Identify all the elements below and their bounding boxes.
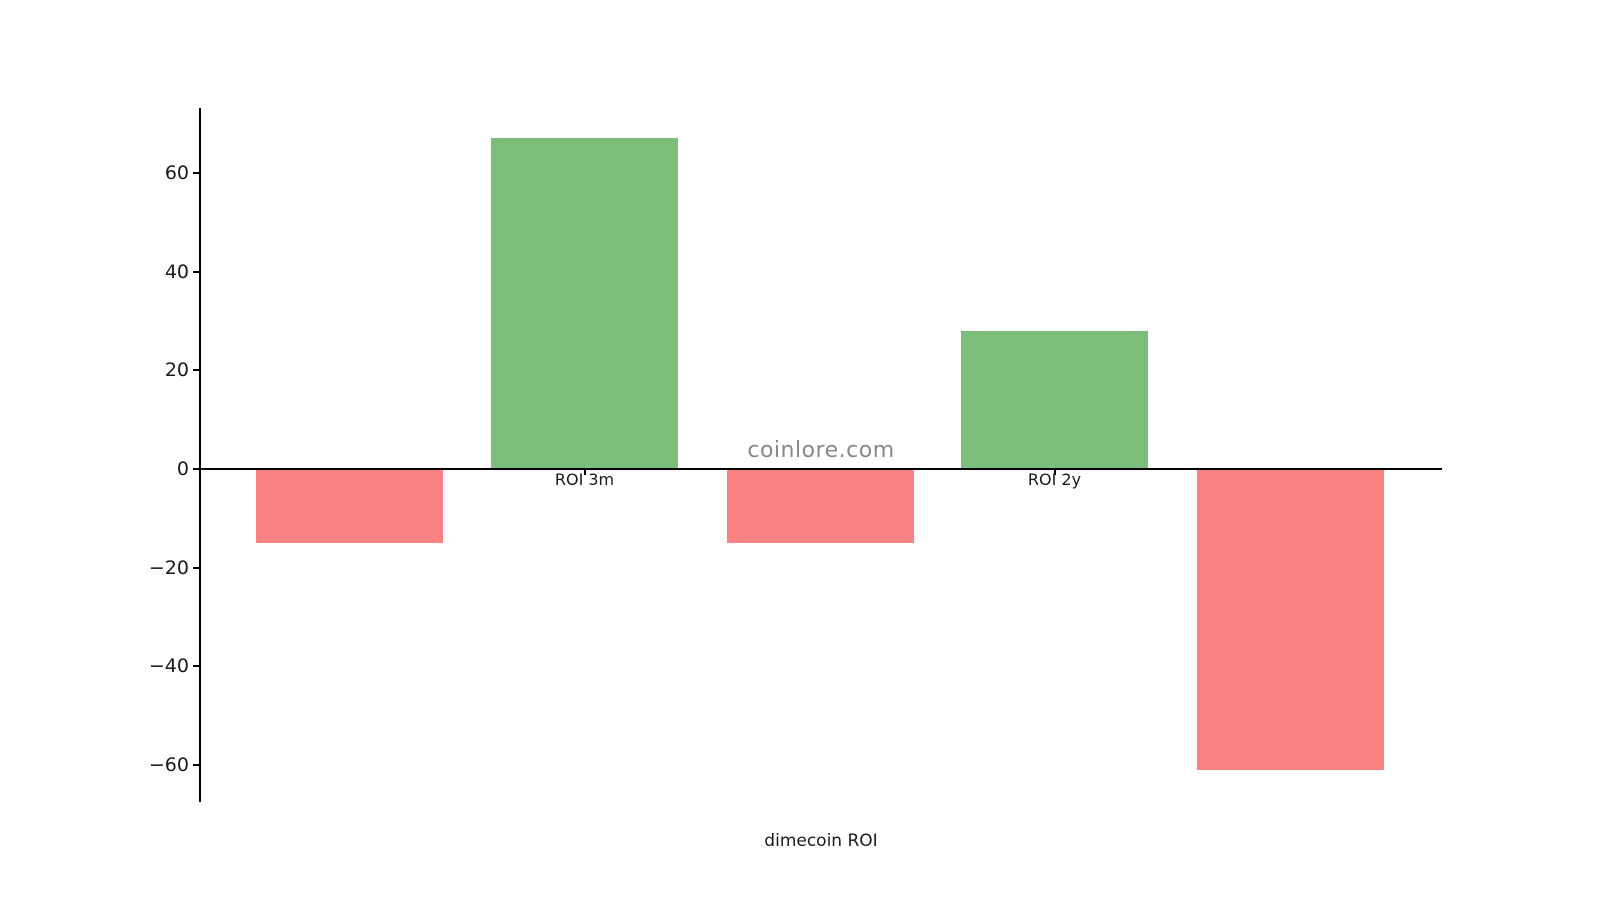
y-tick-label: −60 <box>148 753 189 776</box>
x-axis-zero-line <box>200 468 1442 470</box>
y-tick-label: 20 <box>164 359 189 382</box>
y-tick-mark <box>193 369 200 372</box>
y-tick-mark <box>193 763 200 766</box>
y-tick-label: 40 <box>164 260 189 283</box>
y-tick-label: 60 <box>164 162 189 185</box>
x-tick-mark <box>1053 469 1056 475</box>
bar-category-1 <box>255 469 443 543</box>
x-tick-label: ROI 3m <box>554 470 615 489</box>
y-tick-mark <box>193 172 200 175</box>
y-tick-mark <box>193 665 200 668</box>
y-tick-mark <box>193 566 200 569</box>
bar-category-5 <box>1196 469 1384 770</box>
y-tick-label: −20 <box>148 556 189 579</box>
bar-roi-2y <box>961 330 1148 469</box>
y-tick-label: 0 <box>176 458 189 480</box>
x-tick-mark <box>583 469 586 475</box>
bar-roi-3m <box>491 138 678 469</box>
y-tick-label: −40 <box>148 655 189 678</box>
y-tick-mark <box>193 270 200 273</box>
y-tick-mark <box>193 468 200 470</box>
y-axis-line <box>199 108 201 802</box>
watermark-text: coinlore.com <box>747 438 895 463</box>
x-axis-title: dimecoin ROI <box>764 831 878 851</box>
bar-category-3 <box>726 469 914 543</box>
x-tick-label: ROI 2y <box>1027 470 1082 489</box>
